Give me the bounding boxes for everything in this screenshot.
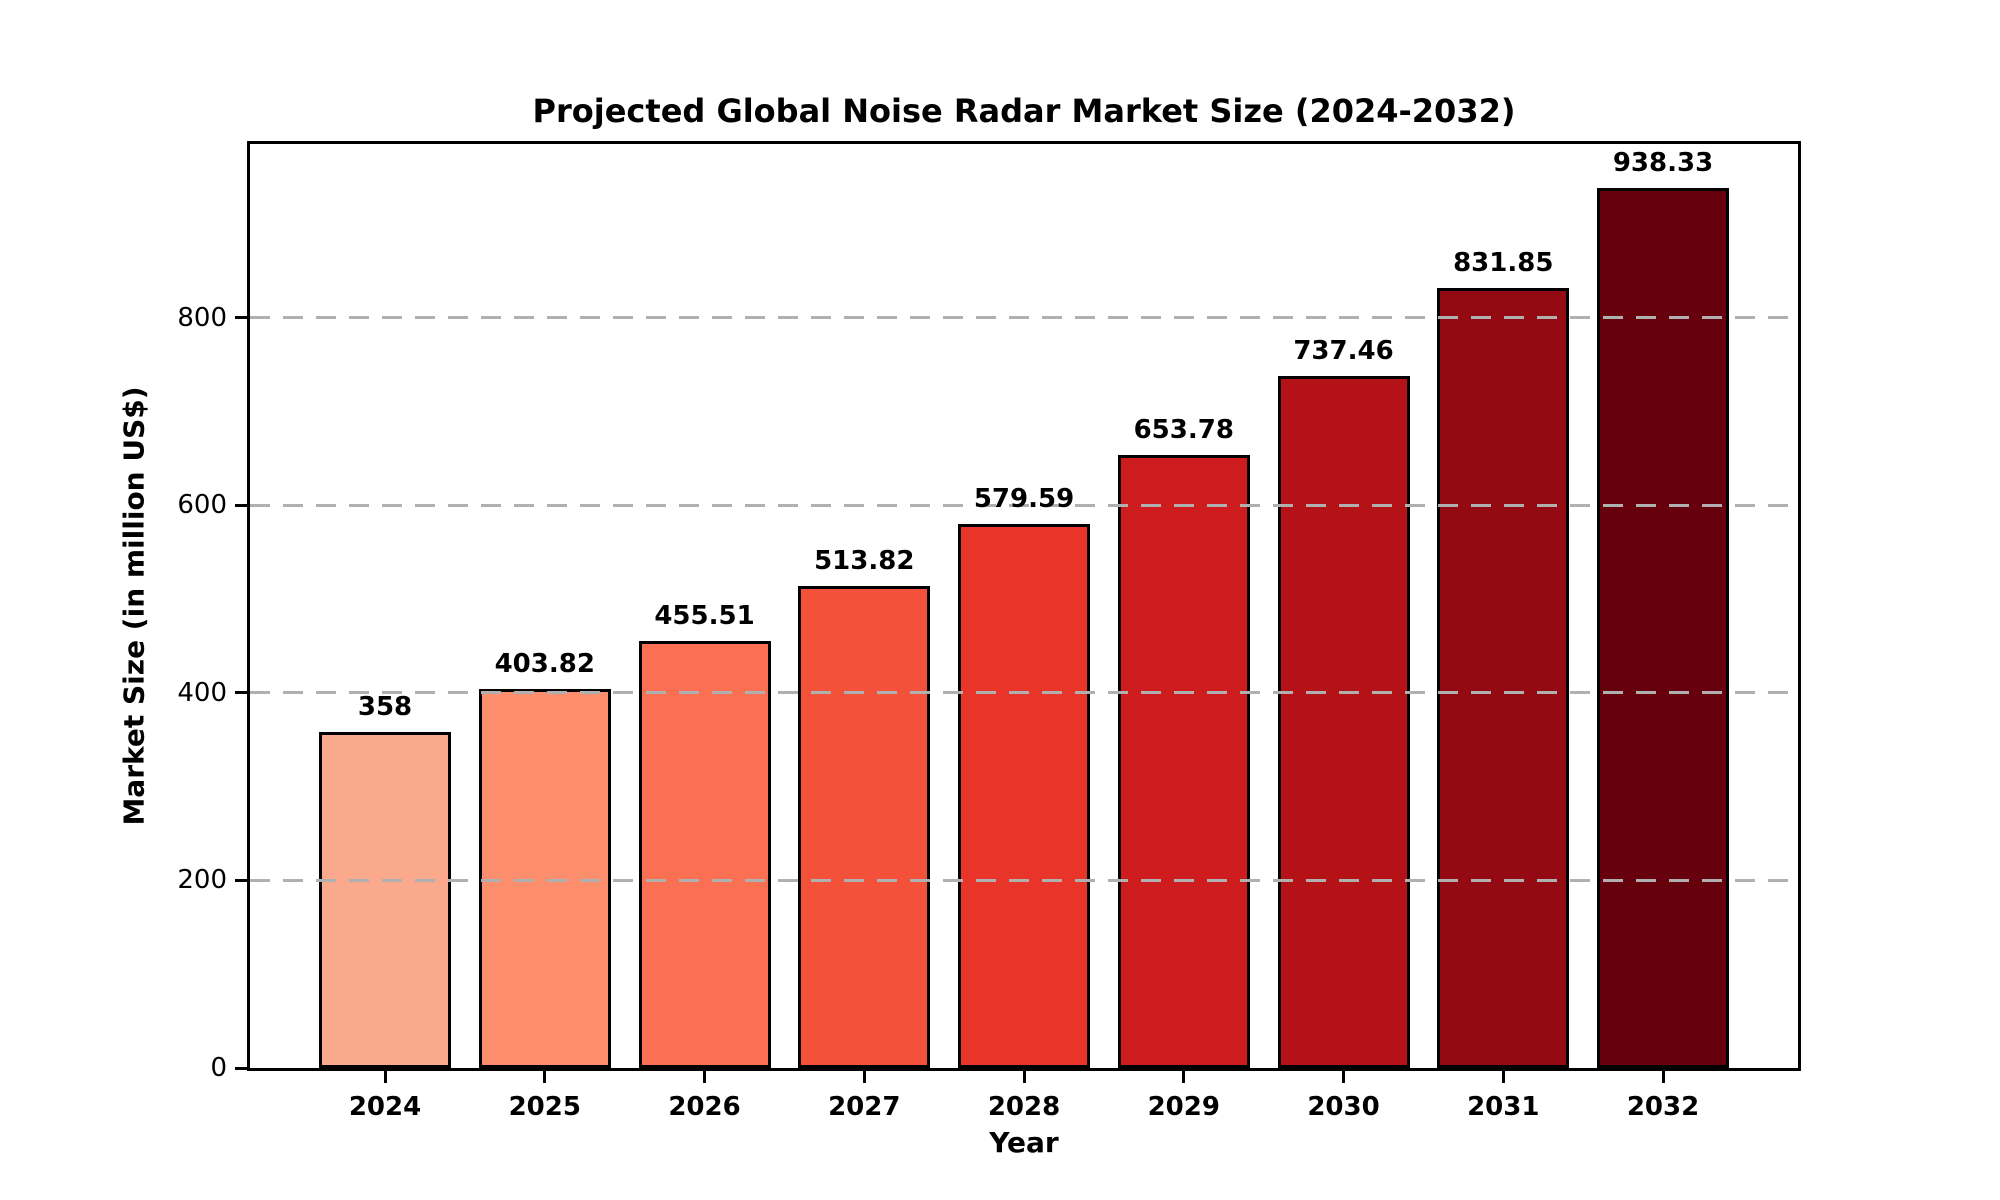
bar-2030 [1277, 376, 1410, 1068]
x-tick-label-2032: 2032 [1626, 1092, 1700, 1122]
x-tick-mark-2024 [383, 1071, 387, 1083]
y-tick-label-200: 200 [177, 865, 227, 896]
gridline-400 [250, 691, 1798, 695]
gridline-800 [250, 316, 1798, 320]
y-tick-mark-0 [235, 1066, 247, 1070]
x-axis-label: Year [989, 1126, 1059, 1159]
bar-value-label-2025: 403.82 [494, 649, 595, 680]
bar-2031 [1437, 287, 1570, 1068]
bar-value-label-2030: 737.46 [1293, 336, 1394, 367]
y-tick-mark-200 [235, 878, 247, 882]
bar-value-label-2029: 653.78 [1133, 414, 1234, 445]
gridline-200 [250, 878, 1798, 882]
bar-2026 [638, 640, 771, 1068]
y-axis-label: Market Size (in million US$) [117, 386, 151, 826]
x-tick-label-2029: 2029 [1147, 1092, 1220, 1122]
x-tick-label-2027: 2027 [828, 1092, 901, 1122]
bar-value-label-2026: 455.51 [654, 600, 755, 631]
x-tick-label-2030: 2030 [1307, 1092, 1380, 1122]
x-tick-label-2031: 2031 [1467, 1092, 1540, 1122]
y-tick-mark-600 [235, 503, 247, 507]
plot-area: 358 403.82 455.51 513.82 579.59 653.78 737.46 8… [247, 141, 1801, 1071]
x-tick-mark-2030 [1342, 1071, 1345, 1083]
bar-2027 [798, 586, 931, 1068]
y-tick-label-800: 800 [177, 302, 227, 333]
x-tick-mark-2026 [703, 1071, 706, 1083]
bar-value-label-2027: 513.82 [814, 546, 915, 577]
x-tick-mark-2031 [1501, 1071, 1505, 1083]
bar-2029 [1117, 454, 1250, 1068]
bar-2025 [478, 689, 611, 1068]
x-tick-label-2024: 2024 [348, 1092, 422, 1122]
x-tick-mark-2027 [862, 1071, 866, 1083]
x-tick-mark-2025 [543, 1071, 547, 1083]
y-tick-mark-800 [235, 316, 247, 320]
bar-value-label-2024: 358 [357, 692, 413, 723]
bar-2024 [319, 732, 451, 1068]
bar-value-label-2028: 579.59 [973, 484, 1075, 515]
x-tick-mark-2028 [1022, 1071, 1026, 1083]
x-tick-label-2025: 2025 [508, 1092, 581, 1122]
bar-2028 [958, 524, 1090, 1068]
x-tick-label-2026: 2026 [668, 1092, 741, 1122]
x-tick-label-2028: 2028 [987, 1092, 1061, 1122]
x-tick-mark-2032 [1661, 1071, 1665, 1083]
y-tick-mark-400 [235, 691, 247, 695]
gridline-600 [250, 503, 1798, 507]
bar-2032 [1597, 187, 1729, 1068]
y-tick-label-600: 600 [177, 490, 227, 521]
chart-title: Projected Global Noise Radar Market Size… [532, 92, 1516, 130]
bar-value-label-2032: 938.33 [1612, 147, 1714, 178]
y-tick-label-400: 400 [177, 677, 227, 708]
bar-value-label-2031: 831.85 [1453, 247, 1554, 278]
x-tick-mark-2029 [1182, 1071, 1186, 1083]
y-tick-label-0: 0 [210, 1053, 227, 1083]
